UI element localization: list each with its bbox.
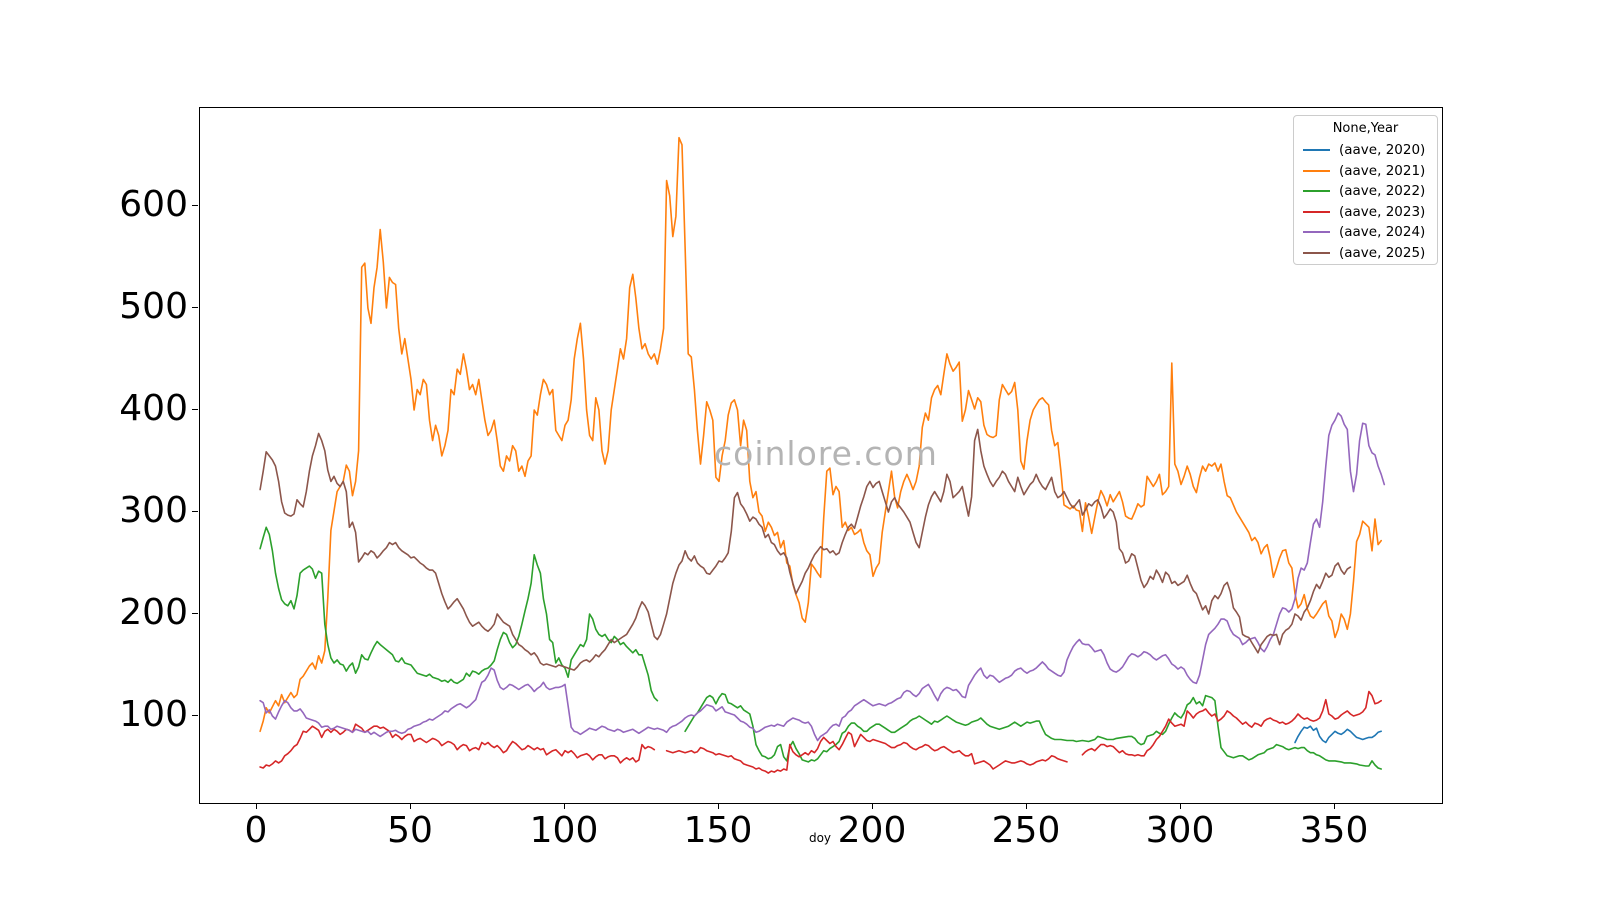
legend-item-aave-2021: (aave, 2021) <box>1294 161 1437 182</box>
x-tick-label: 150 <box>683 810 753 851</box>
y-tick-mark <box>192 612 198 614</box>
x-tick-label: 350 <box>1299 810 1369 851</box>
x-axis-label: doy <box>808 831 832 845</box>
y-tick-label: 300 <box>119 490 188 531</box>
legend-label-aave-2024: (aave, 2024) <box>1339 224 1426 241</box>
legend-swatch-aave-2023 <box>1303 210 1330 213</box>
x-tick-label: 200 <box>837 810 907 851</box>
x-tick-mark <box>409 803 411 809</box>
legend-label-aave-2020: (aave, 2020) <box>1339 142 1426 159</box>
x-tick-label: 0 <box>244 810 268 851</box>
x-tick-label: 250 <box>991 810 1061 851</box>
watermark-text: coinlore.com <box>714 434 938 473</box>
plot-area <box>199 107 1443 804</box>
legend-title: None,Year <box>1332 121 1399 136</box>
legend-swatch-aave-2022 <box>1303 190 1330 193</box>
y-tick-mark <box>192 714 198 716</box>
y-tick-label: 600 <box>119 184 188 225</box>
x-tick-mark <box>1333 803 1335 809</box>
x-tick-mark <box>1179 803 1181 809</box>
legend-swatch-aave-2025 <box>1303 251 1330 254</box>
y-tick-label: 500 <box>119 286 188 327</box>
series-aave-2020-line <box>1294 725 1382 744</box>
x-tick-mark <box>1025 803 1027 809</box>
series-aave-2022-line <box>259 526 659 702</box>
legend-label-aave-2021: (aave, 2021) <box>1339 162 1426 179</box>
legend-label-aave-2022: (aave, 2022) <box>1339 183 1426 200</box>
legend-swatch-aave-2020 <box>1303 149 1330 152</box>
y-tick-label: 400 <box>119 388 188 429</box>
x-tick-mark <box>871 803 873 809</box>
series-aave-2023-line <box>259 723 656 769</box>
series-aave-2022-line <box>684 692 1382 770</box>
y-tick-label: 100 <box>119 694 188 735</box>
legend-swatch-aave-2024 <box>1303 231 1330 234</box>
series-aave-2025-line <box>259 428 1352 671</box>
y-tick-label: 200 <box>119 592 188 633</box>
legend-item-aave-2024: (aave, 2024) <box>1294 222 1437 243</box>
x-tick-label: 300 <box>1145 810 1215 851</box>
series-aave-2023-line <box>1081 690 1382 757</box>
y-tick-mark <box>192 510 198 512</box>
y-tick-mark <box>192 408 198 410</box>
series-aave-2021-line <box>259 136 1382 733</box>
legend: None,Year (aave, 2020) (aave, 2021) (aave,… <box>1293 115 1438 265</box>
legend-swatch-aave-2021 <box>1303 169 1330 172</box>
legend-label-aave-2025: (aave, 2025) <box>1339 244 1426 261</box>
legend-item-aave-2022: (aave, 2022) <box>1294 181 1437 202</box>
x-tick-label: 50 <box>387 810 433 851</box>
legend-label-aave-2023: (aave, 2023) <box>1339 203 1426 220</box>
series-aave-2023-line <box>665 731 1068 774</box>
x-tick-mark <box>255 803 257 809</box>
legend-item-aave-2020: (aave, 2020) <box>1294 140 1437 161</box>
series-aave-2024-line <box>259 412 1386 742</box>
x-tick-label: 100 <box>529 810 599 851</box>
legend-item-aave-2025: (aave, 2025) <box>1294 243 1437 264</box>
legend-items: (aave, 2020) (aave, 2021) (aave, 2022) (aav… <box>1294 140 1437 263</box>
x-tick-mark <box>563 803 565 809</box>
y-tick-mark <box>192 204 198 206</box>
legend-item-aave-2023: (aave, 2023) <box>1294 202 1437 223</box>
x-tick-mark <box>717 803 719 809</box>
y-tick-mark <box>192 306 198 308</box>
